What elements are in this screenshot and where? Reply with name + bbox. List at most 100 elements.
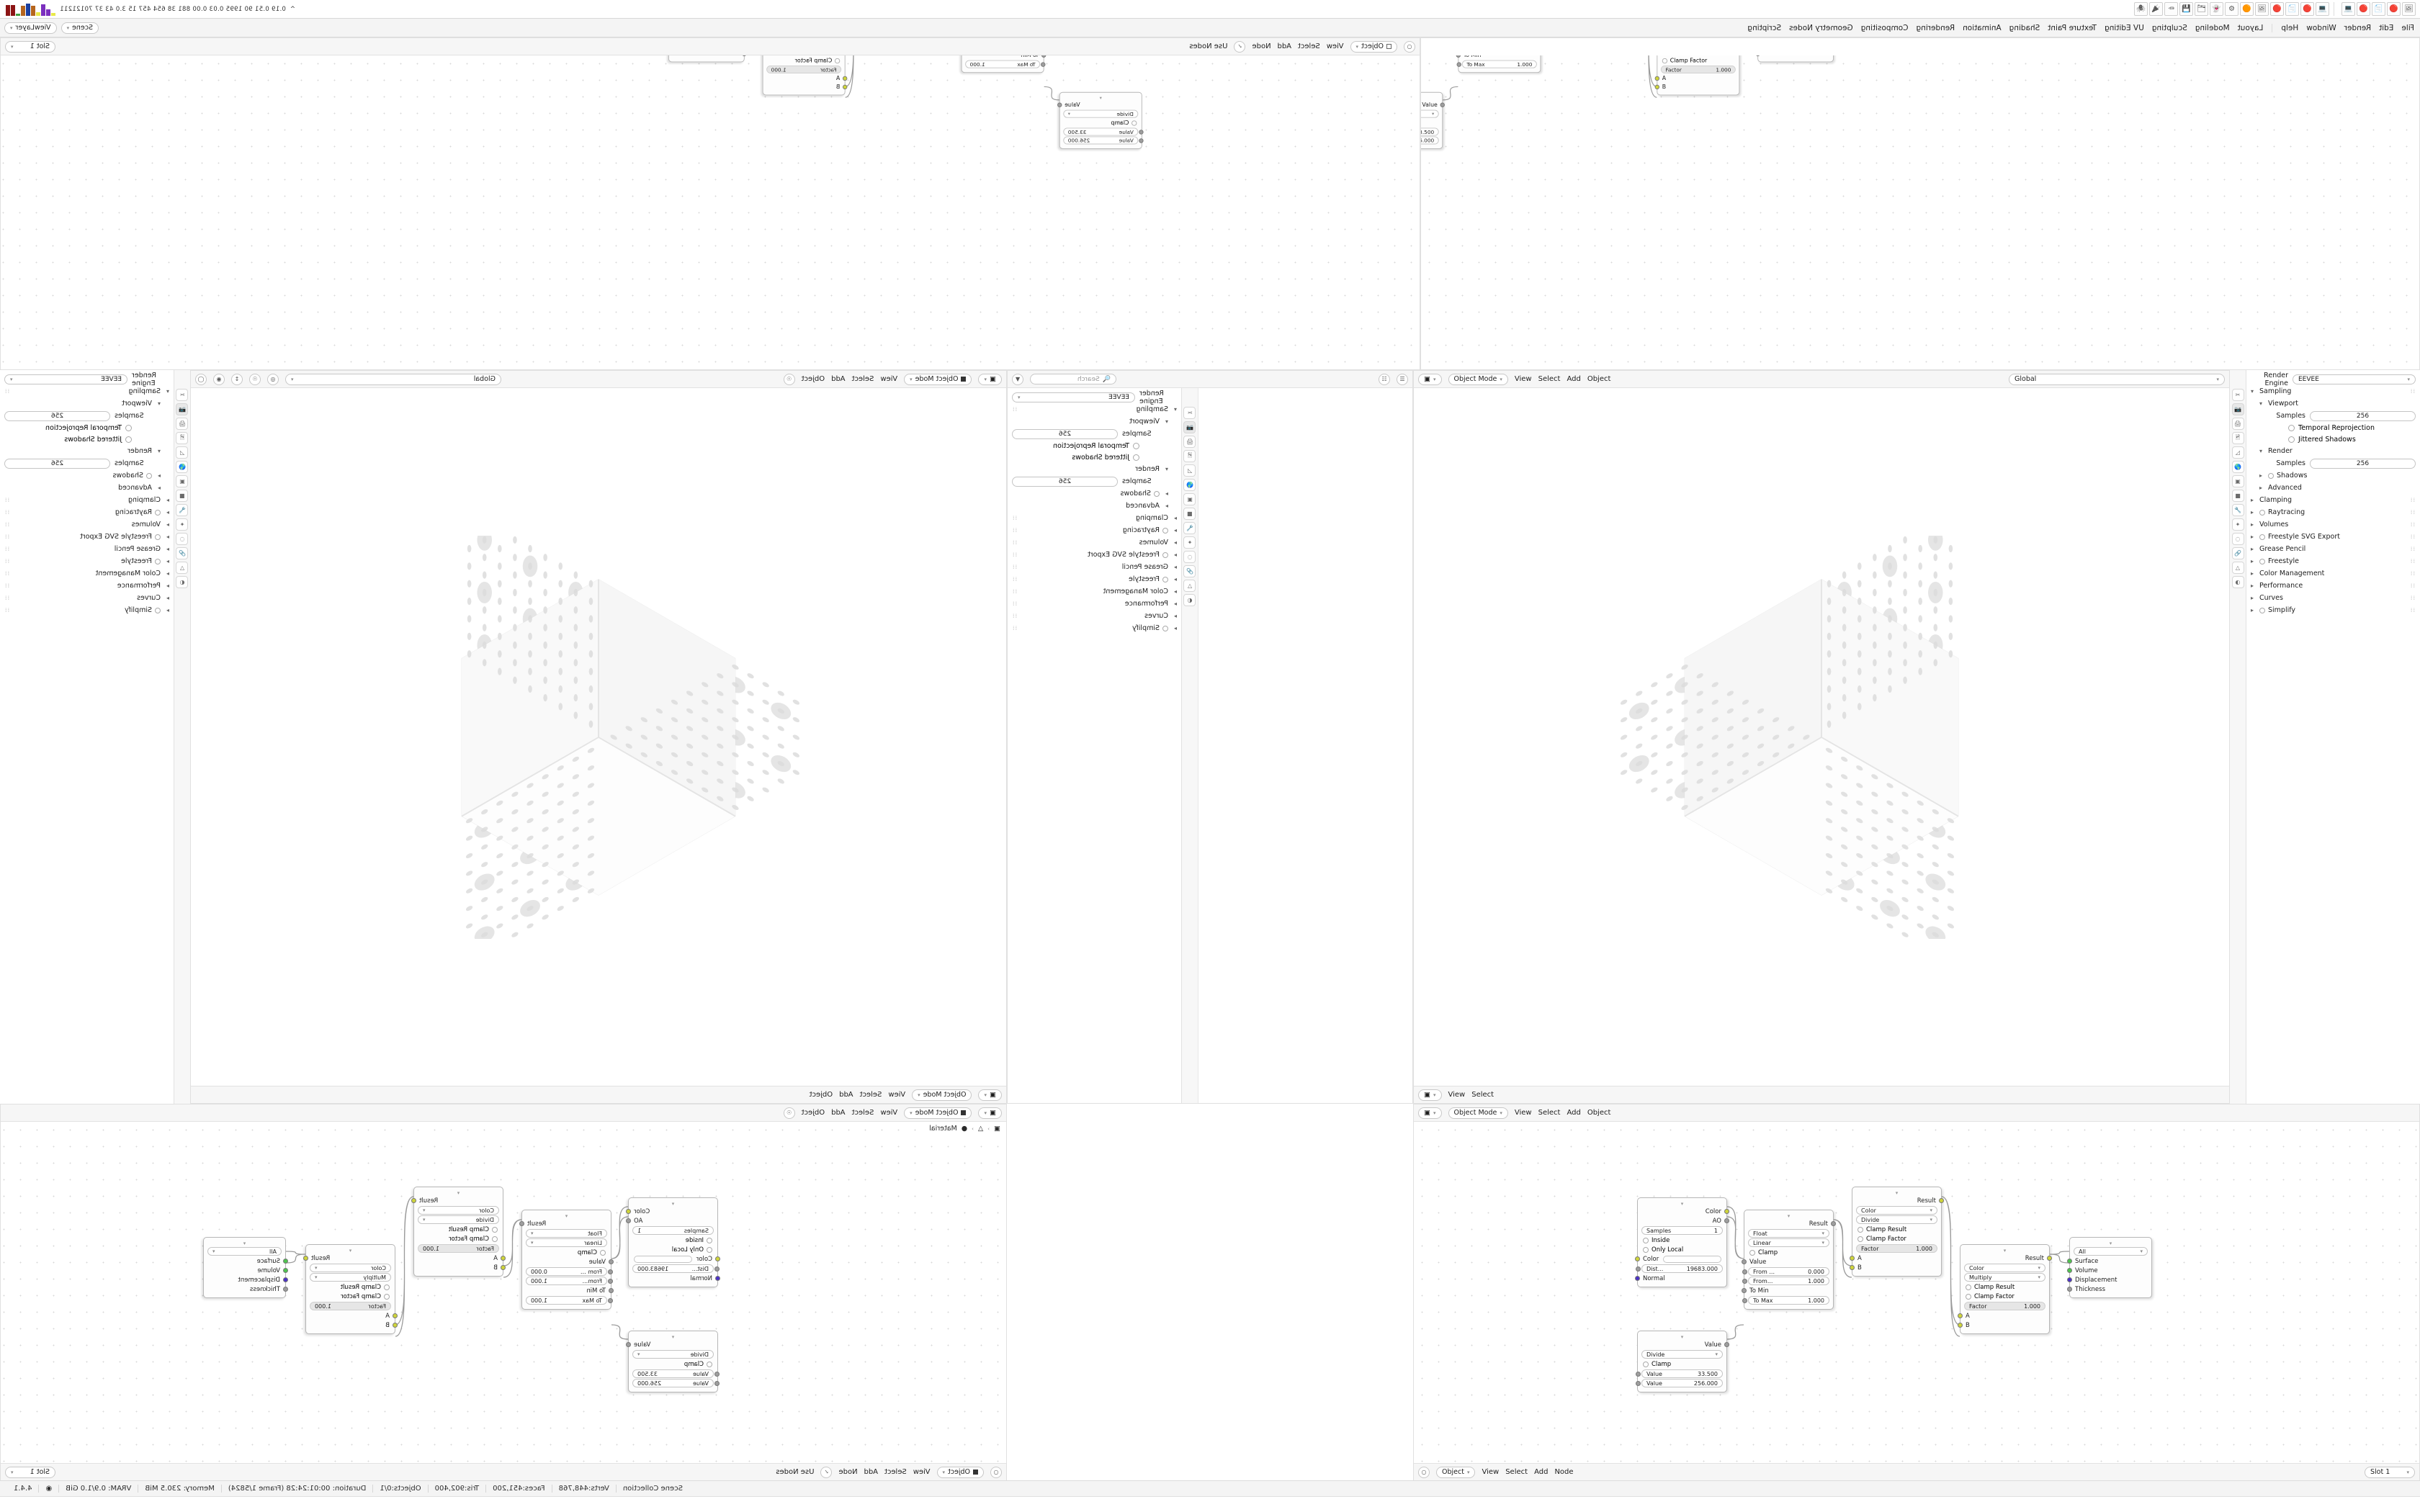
property-section-grease-pencil[interactable]: ▸ Grease Pencil ⁞⁞ — [2251, 543, 2416, 555]
node-field-factor[interactable]: Factor 1.000 — [1660, 66, 1736, 74]
node-field-multiply[interactable]: Multiply ▾ — [310, 1273, 391, 1282]
temporal-reprojection-checkbox[interactable]: Temporal Reprojection — [4, 422, 169, 433]
node-field-factor[interactable]: Factor 1.000 — [310, 1302, 391, 1310]
output-socket-grey[interactable] — [1440, 102, 1445, 107]
filter-funnel-icon[interactable]: ▼ — [1012, 373, 1023, 385]
mix-color-divide-node[interactable]: ▾ Result Color ▾ Divide ▾ Clamp Result Clamp Fa… — [1850, 1187, 1944, 1277]
properties-sections-center[interactable]: ▾ Sampling ⁞⁞ ▾ Viewport Samples 256 Temporal R… — [1012, 403, 1177, 634]
input-socket-grey[interactable] — [1139, 130, 1144, 135]
node-collapse-chevron-icon[interactable]: ▾ — [1895, 1189, 1899, 1196]
topbar-menu-render[interactable]: Render — [2344, 23, 2372, 32]
drag-dots-icon[interactable]: ⁞⁞ — [1012, 588, 1018, 595]
property-section-sampling[interactable]: ▾ Sampling ⁞⁞ — [4, 385, 169, 397]
tool-tab[interactable]: ✂ — [2231, 389, 2244, 401]
use-nodes-checkbox-footer[interactable]: ✓ — [820, 1466, 833, 1478]
output-socket-yellow[interactable] — [411, 1198, 416, 1203]
node-input-thickness[interactable]: Thickness — [669, 55, 747, 58]
modifier-tab[interactable]: 🔧 — [176, 504, 189, 516]
section-toggle-radio[interactable] — [1162, 552, 1168, 558]
node-checkbox-clamp[interactable]: Clamp — [522, 1248, 611, 1257]
properties-sections-mirror[interactable]: ▾ Sampling ⁞⁞ ▾ Viewport Samples 256 Temporal R… — [2251, 385, 2416, 616]
property-section-shadows[interactable]: ▸ Shadows — [2251, 469, 2416, 482]
app-icon-8-icon[interactable]: 📄 — [2285, 2, 2299, 16]
node-output-ao[interactable]: AO — [626, 1216, 717, 1225]
node-input-a[interactable]: A — [306, 1311, 398, 1320]
input-socket-grey[interactable] — [1456, 55, 1461, 58]
node-collapse-chevron-icon[interactable]: ▾ — [2003, 1247, 2007, 1254]
node-input-normal[interactable]: Normal — [1635, 1274, 1726, 1283]
app-icon-18-icon[interactable]: 🕷 — [2134, 2, 2148, 16]
node-output-result[interactable]: Result — [519, 1219, 611, 1228]
world-tab[interactable]: 🌎 — [176, 461, 189, 473]
property-section-viewport[interactable]: ▾ Viewport — [2251, 397, 2416, 410]
editor-type-selector[interactable]: ▣ ▾ — [1418, 1107, 1442, 1119]
node-collapse-chevron-icon[interactable]: ▾ — [457, 1189, 460, 1196]
drag-dots-icon[interactable]: ⁞⁞ — [2410, 534, 2416, 540]
data-tab[interactable]: △ — [2231, 562, 2244, 574]
input-socket-green[interactable] — [2067, 1259, 2072, 1264]
object-tab[interactable]: ■ — [1183, 508, 1196, 520]
node-checkbox-inside[interactable]: Inside — [1638, 1236, 1726, 1245]
output-socket-grey[interactable] — [1724, 1218, 1729, 1223]
app-icon-3-icon[interactable]: 📄 — [2372, 2, 2385, 16]
node-field-divide[interactable]: Divide ▾ — [418, 1215, 499, 1224]
node-output-color[interactable]: Color — [626, 1207, 717, 1216]
use-nodes-checkbox[interactable]: ✓ — [1234, 40, 1246, 53]
property-section-advanced[interactable]: ▸ Advanced — [1012, 500, 1177, 512]
node-output-result[interactable]: Result — [1744, 1219, 1836, 1228]
property-section-simplify[interactable]: ▸ Simplify ⁞⁞ — [4, 604, 169, 616]
render-samples-row[interactable]: Samples 256 — [4, 457, 169, 469]
property-section-shadows[interactable]: ▸ Shadows — [4, 469, 169, 482]
editor-type-selector[interactable]: ▣ ▾ — [1418, 373, 1442, 385]
output-socket-yellow[interactable] — [626, 1209, 631, 1214]
node-checkbox-clamp[interactable]: Clamp — [1744, 1248, 1833, 1257]
node-checkbox-clamp-factor[interactable]: Clamp Factor — [414, 1234, 503, 1243]
temporal-reprojection-checkbox[interactable]: Temporal Reprojection — [1012, 440, 1177, 451]
drag-dots-icon[interactable]: ⁞⁞ — [1012, 527, 1018, 534]
menu-add[interactable]: Add — [1567, 375, 1581, 383]
view-layer-tab[interactable]: 🖻 — [1183, 450, 1196, 462]
node-field-color[interactable]: Color ▾ — [310, 1264, 391, 1272]
drag-dots-icon[interactable]: ⁞⁞ — [1012, 576, 1018, 582]
node-collapse-chevron-icon[interactable]: ▾ — [1680, 1333, 1684, 1340]
node-checkbox-clamp-result[interactable]: Clamp Result — [306, 1282, 395, 1292]
viewport-samples-row[interactable]: Samples 256 — [2251, 410, 2416, 422]
menu-add-footer[interactable]: Add — [864, 1468, 878, 1476]
editor-type-selector-footer[interactable]: ▣ ▾ — [978, 1089, 1002, 1101]
render-tab[interactable]: 📷 — [176, 403, 189, 415]
property-section-clamping[interactable]: ▸ Clamping ⁞⁞ — [4, 494, 169, 506]
property-section-freestyle[interactable]: ▸ Freestyle ⁞⁞ — [2251, 555, 2416, 567]
workspace-tab-sculpting[interactable]: Sculpting — [2151, 23, 2187, 32]
options-icon[interactable]: ☉ — [783, 1107, 795, 1119]
menu-add-footer[interactable]: Add — [839, 1091, 853, 1099]
node-input-to-min[interactable]: To Min — [1456, 55, 1540, 60]
node-input-dist-[interactable]: Dist... 19683.000 — [1636, 1264, 1723, 1273]
transform-orientation-selector[interactable]: Global ▾ — [285, 373, 501, 385]
property-section-freestyle-svg-export[interactable]: ▸ Freestyle SVG Export ⁞⁞ — [2251, 531, 2416, 543]
shader-editor-header-bottom[interactable]: ▣ ▾ Object Mode ▾ View Select Add Object ☉ — [1, 1104, 1006, 1122]
mix-color-divide-node[interactable]: ▾ Result Color ▾ Divide ▾ Clamp Result Clamp Fa… — [411, 1187, 506, 1277]
input-socket-yellow[interactable] — [1654, 76, 1660, 81]
blender-topbar[interactable]: File Edit Render Window Help Layout Modeling S… — [0, 19, 2420, 37]
topbar-menus[interactable]: File Edit Render Window Help — [2281, 24, 2420, 32]
property-section-curves[interactable]: ▸ Curves ⁞⁞ — [2251, 592, 2416, 604]
output-socket-grey[interactable] — [1831, 1221, 1836, 1226]
node-input-normal[interactable]: Normal — [629, 1274, 720, 1283]
collection-tab[interactable]: ▣ — [1183, 493, 1196, 505]
editor-type-icon-footer[interactable]: ○ — [1418, 1466, 1430, 1478]
node-input-value[interactable]: Value 256.000 — [632, 1379, 720, 1387]
workspace-tab-scripting[interactable]: Scripting — [1747, 23, 1782, 32]
shader-type-selector-footer[interactable]: Object ▾ — [1436, 1466, 1476, 1478]
node-field-factor[interactable]: Factor 1.000 — [1856, 1244, 1937, 1253]
output-socket-grey[interactable] — [626, 1342, 631, 1347]
node-collapse-chevron-icon[interactable]: ▾ — [565, 1212, 568, 1219]
viewport-footer-mid[interactable]: ▣ ▾ Object Mode ▾ View Select Add Object — [191, 1086, 1006, 1103]
node-checkbox-clamp-factor[interactable]: Clamp Factor — [1960, 1292, 2049, 1301]
particles-tab[interactable]: ✦ — [176, 518, 189, 531]
property-section-raytracing[interactable]: ▸ Raytracing ⁞⁞ — [1012, 524, 1177, 536]
input-socket-grey[interactable] — [714, 1372, 720, 1377]
node-input-from-[interactable]: From... 1.000 — [526, 1277, 613, 1285]
node-field-factor[interactable]: Factor 1.000 — [1964, 1302, 2045, 1310]
